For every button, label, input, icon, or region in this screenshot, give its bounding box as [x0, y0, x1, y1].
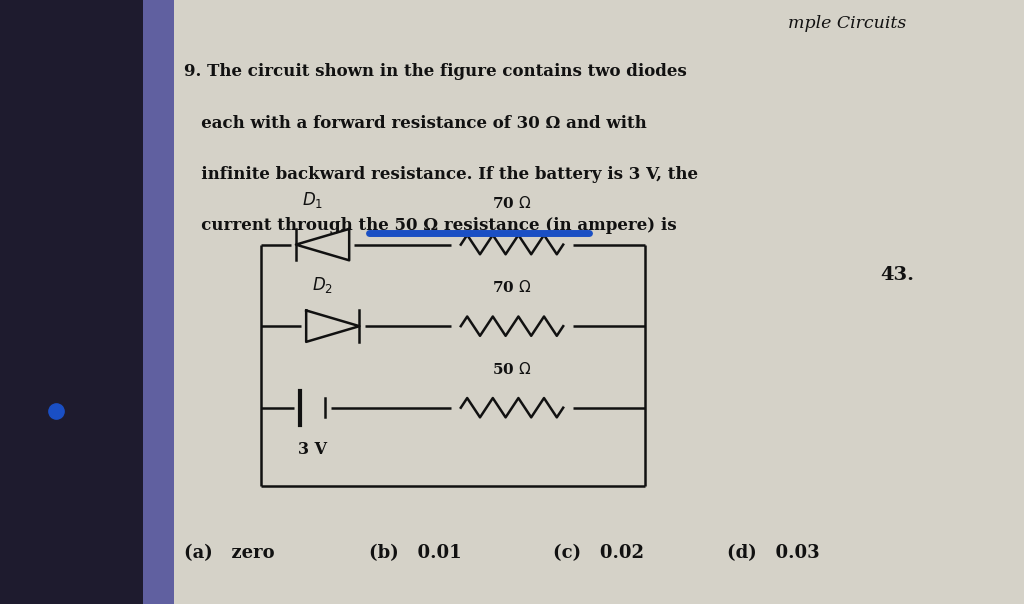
Text: infinite backward resistance. If the battery is 3 V, the: infinite backward resistance. If the bat… [184, 166, 698, 183]
Text: (c)   0.02: (c) 0.02 [553, 544, 644, 562]
Text: 43.: 43. [881, 266, 914, 284]
Bar [174, 0, 1024, 604]
Text: current through the 50 Ω resistance (in ampere) is: current through the 50 Ω resistance (in … [184, 217, 677, 234]
Text: 3 V: 3 V [298, 441, 327, 458]
Bar [0, 0, 143, 604]
Text: 70 $\Omega$: 70 $\Omega$ [493, 196, 531, 211]
Bar [143, 0, 174, 604]
Text: (a)   zero: (a) zero [184, 544, 275, 562]
Text: mple Circuits: mple Circuits [788, 15, 906, 32]
Text: 9. The circuit shown in the figure contains two diodes: 9. The circuit shown in the figure conta… [184, 63, 687, 80]
Text: 70 $\Omega$: 70 $\Omega$ [493, 279, 531, 295]
Text: $D_2$: $D_2$ [312, 275, 333, 295]
Text: (b)   0.01: (b) 0.01 [369, 544, 461, 562]
Text: 50 $\Omega$: 50 $\Omega$ [493, 362, 531, 378]
Text: each with a forward resistance of 30 Ω and with: each with a forward resistance of 30 Ω a… [184, 115, 647, 132]
Text: (d)   0.03: (d) 0.03 [727, 544, 819, 562]
Text: $D_1$: $D_1$ [302, 190, 323, 210]
